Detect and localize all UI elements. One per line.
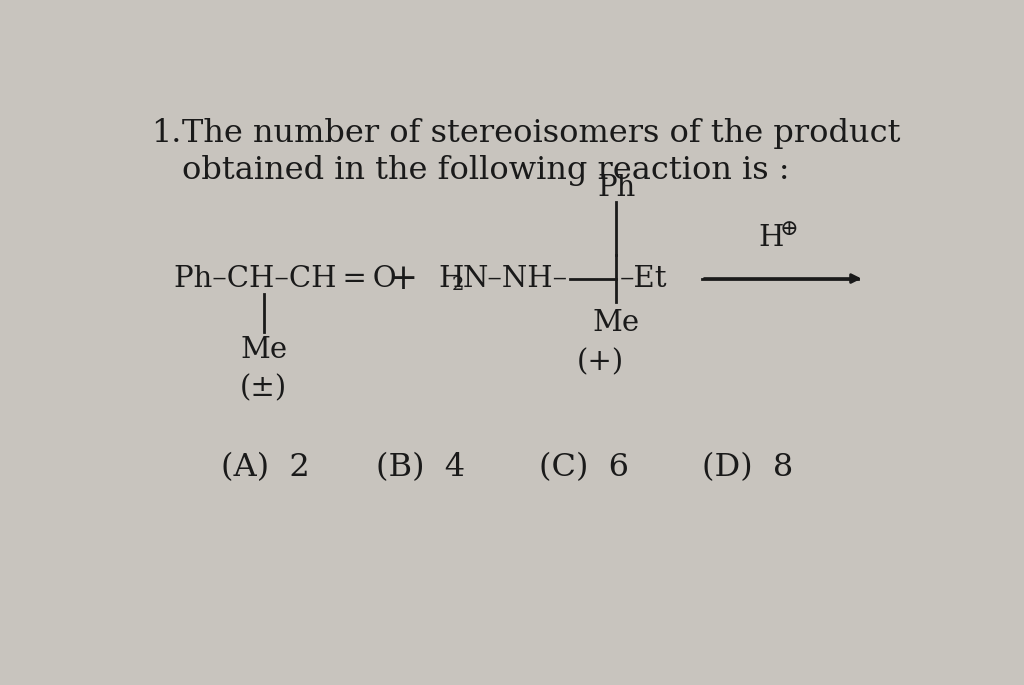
Text: The number of stereoisomers of the product: The number of stereoisomers of the produ… <box>182 119 901 149</box>
Text: H: H <box>759 223 784 251</box>
Text: (B)  4: (B) 4 <box>376 451 465 483</box>
Text: Ph–CH–CH = O: Ph–CH–CH = O <box>174 264 397 292</box>
Text: +: + <box>389 262 418 295</box>
Text: ⊕: ⊕ <box>779 218 799 240</box>
Text: (A)  2: (A) 2 <box>221 451 309 483</box>
Text: (+): (+) <box>578 348 625 376</box>
Text: H: H <box>438 264 464 292</box>
Text: Me: Me <box>593 310 640 337</box>
Text: Me: Me <box>240 336 287 364</box>
Text: –Et: –Et <box>621 264 668 292</box>
Text: 2: 2 <box>452 275 464 294</box>
Text: N–NH–: N–NH– <box>463 264 568 292</box>
Text: 1.: 1. <box>152 119 181 149</box>
Text: (±): (±) <box>240 375 287 403</box>
Text: (D)  8: (D) 8 <box>701 451 793 483</box>
Text: obtained in the following reaction is :: obtained in the following reaction is : <box>182 155 790 186</box>
Text: (C)  6: (C) 6 <box>539 451 629 483</box>
Text: Ph: Ph <box>597 173 635 201</box>
